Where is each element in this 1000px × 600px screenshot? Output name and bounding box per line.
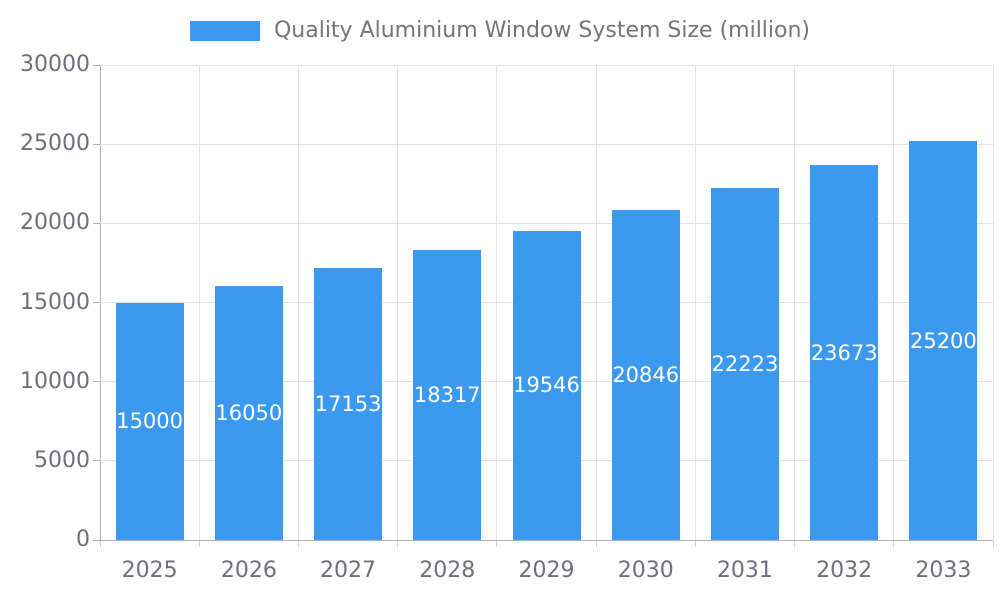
gridline-vertical	[397, 65, 399, 540]
y-axis-tick	[93, 64, 100, 66]
bar-value-label: 18317	[413, 382, 481, 407]
legend: Quality Aluminium Window System Size (mi…	[0, 18, 1000, 43]
gridline-vertical	[893, 65, 895, 540]
x-axis-tick	[694, 541, 696, 547]
plot-area: 15000 16050 17153 18317 19546 20846 22223 23673…	[100, 64, 994, 540]
bar[interactable]	[413, 249, 482, 540]
bar[interactable]	[314, 268, 383, 540]
x-axis-tick	[397, 541, 399, 547]
y-axis-tick	[93, 539, 100, 541]
x-axis-label: 2029	[518, 558, 575, 583]
bar[interactable]	[611, 209, 680, 540]
x-axis-label: 2028	[419, 558, 476, 583]
y-axis-label: 20000	[20, 210, 90, 236]
x-axis-tick	[297, 541, 299, 547]
x-axis-label: 2032	[816, 558, 873, 583]
y-axis-tick	[93, 143, 100, 145]
y-axis-label: 15000	[20, 289, 90, 315]
y-axis-tick	[93, 222, 100, 224]
y-axis-tick	[93, 460, 100, 462]
bar[interactable]	[909, 141, 978, 540]
gridline-vertical	[198, 65, 200, 540]
gridline-horizontal	[100, 64, 993, 66]
x-axis-tick	[496, 541, 498, 547]
x-axis-label: 2030	[617, 558, 674, 583]
bar[interactable]	[512, 230, 581, 540]
gridline-vertical	[297, 65, 299, 540]
y-axis-label: 25000	[20, 131, 90, 157]
gridline-horizontal	[100, 143, 993, 145]
bar-value-label: 23673	[810, 340, 878, 365]
gridline-vertical	[595, 65, 597, 540]
x-axis-label: 2031	[716, 558, 773, 583]
y-axis-label: 0	[76, 527, 90, 552]
bar[interactable]	[710, 188, 779, 540]
gridline-vertical	[694, 65, 696, 540]
bar[interactable]	[115, 302, 184, 540]
y-axis-tick	[93, 381, 100, 383]
bar-value-label: 15000	[116, 409, 184, 434]
x-axis-label: 2027	[320, 558, 377, 583]
x-axis-tick	[198, 541, 200, 547]
x-axis-tick	[595, 541, 597, 547]
bar-value-label: 22223	[711, 352, 779, 377]
y-axis-line	[100, 65, 101, 546]
bar[interactable]	[214, 285, 283, 540]
bar-value-label: 25200	[909, 328, 977, 353]
bar-value-label: 20846	[612, 362, 680, 387]
y-axis-tick	[93, 302, 100, 303]
x-axis-tick	[99, 541, 101, 547]
legend-label[interactable]: Quality Aluminium Window System Size (mi…	[273, 18, 811, 43]
gridline-horizontal	[100, 222, 993, 224]
x-axis-tick	[794, 541, 796, 547]
x-axis-tick	[893, 541, 895, 547]
bar-value-label: 19546	[513, 373, 580, 398]
bar-value-label: 17153	[314, 392, 382, 417]
y-axis-label: 5000	[34, 447, 90, 473]
x-axis-line	[100, 540, 993, 541]
x-axis-label: 2026	[220, 558, 277, 583]
bar-value-label: 16050	[215, 400, 283, 425]
legend-swatch[interactable]	[189, 20, 260, 41]
y-axis-label: 30000	[20, 52, 90, 77]
gridline-vertical	[496, 65, 498, 540]
y-axis-label: 10000	[20, 368, 90, 394]
gridline-vertical	[992, 65, 994, 540]
x-axis-tick	[992, 541, 994, 547]
x-axis-label: 2025	[121, 558, 178, 583]
bar[interactable]	[810, 165, 879, 540]
gridline-vertical	[794, 65, 796, 540]
x-axis-label: 2033	[915, 558, 972, 583]
